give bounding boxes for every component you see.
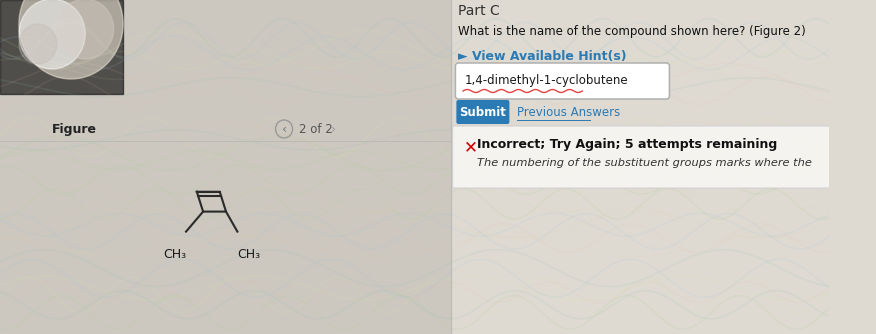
Text: ► View Available Hint(s): ► View Available Hint(s) — [458, 50, 627, 63]
Bar — [0, 0, 450, 334]
Text: ✕: ✕ — [464, 138, 477, 156]
Text: CH₃: CH₃ — [163, 247, 187, 261]
Text: Figure: Figure — [52, 123, 97, 136]
Text: Part C: Part C — [458, 4, 500, 18]
Text: 1,4-dimethyl-1-cyclobutene: 1,4-dimethyl-1-cyclobutene — [465, 73, 628, 87]
Circle shape — [19, 0, 85, 69]
FancyBboxPatch shape — [456, 63, 669, 99]
Circle shape — [19, 24, 57, 64]
Text: Submit: Submit — [459, 106, 506, 119]
Text: ›: › — [331, 123, 336, 136]
Circle shape — [57, 0, 114, 59]
FancyBboxPatch shape — [453, 126, 831, 188]
Text: 2 of 2: 2 of 2 — [300, 123, 333, 136]
Text: The numbering of the substituent groups marks where the: The numbering of the substituent groups … — [477, 158, 812, 168]
FancyBboxPatch shape — [456, 100, 510, 124]
Text: ‹: ‹ — [281, 123, 286, 136]
Text: What is the name of the compound shown here? (Figure 2): What is the name of the compound shown h… — [458, 25, 806, 38]
Text: CH₃: CH₃ — [237, 247, 260, 261]
Text: Incorrect; Try Again; 5 attempts remaining: Incorrect; Try Again; 5 attempts remaini… — [477, 138, 778, 151]
Bar — [0, 0, 124, 94]
Circle shape — [19, 0, 124, 79]
Text: Previous Answers: Previous Answers — [517, 106, 620, 119]
